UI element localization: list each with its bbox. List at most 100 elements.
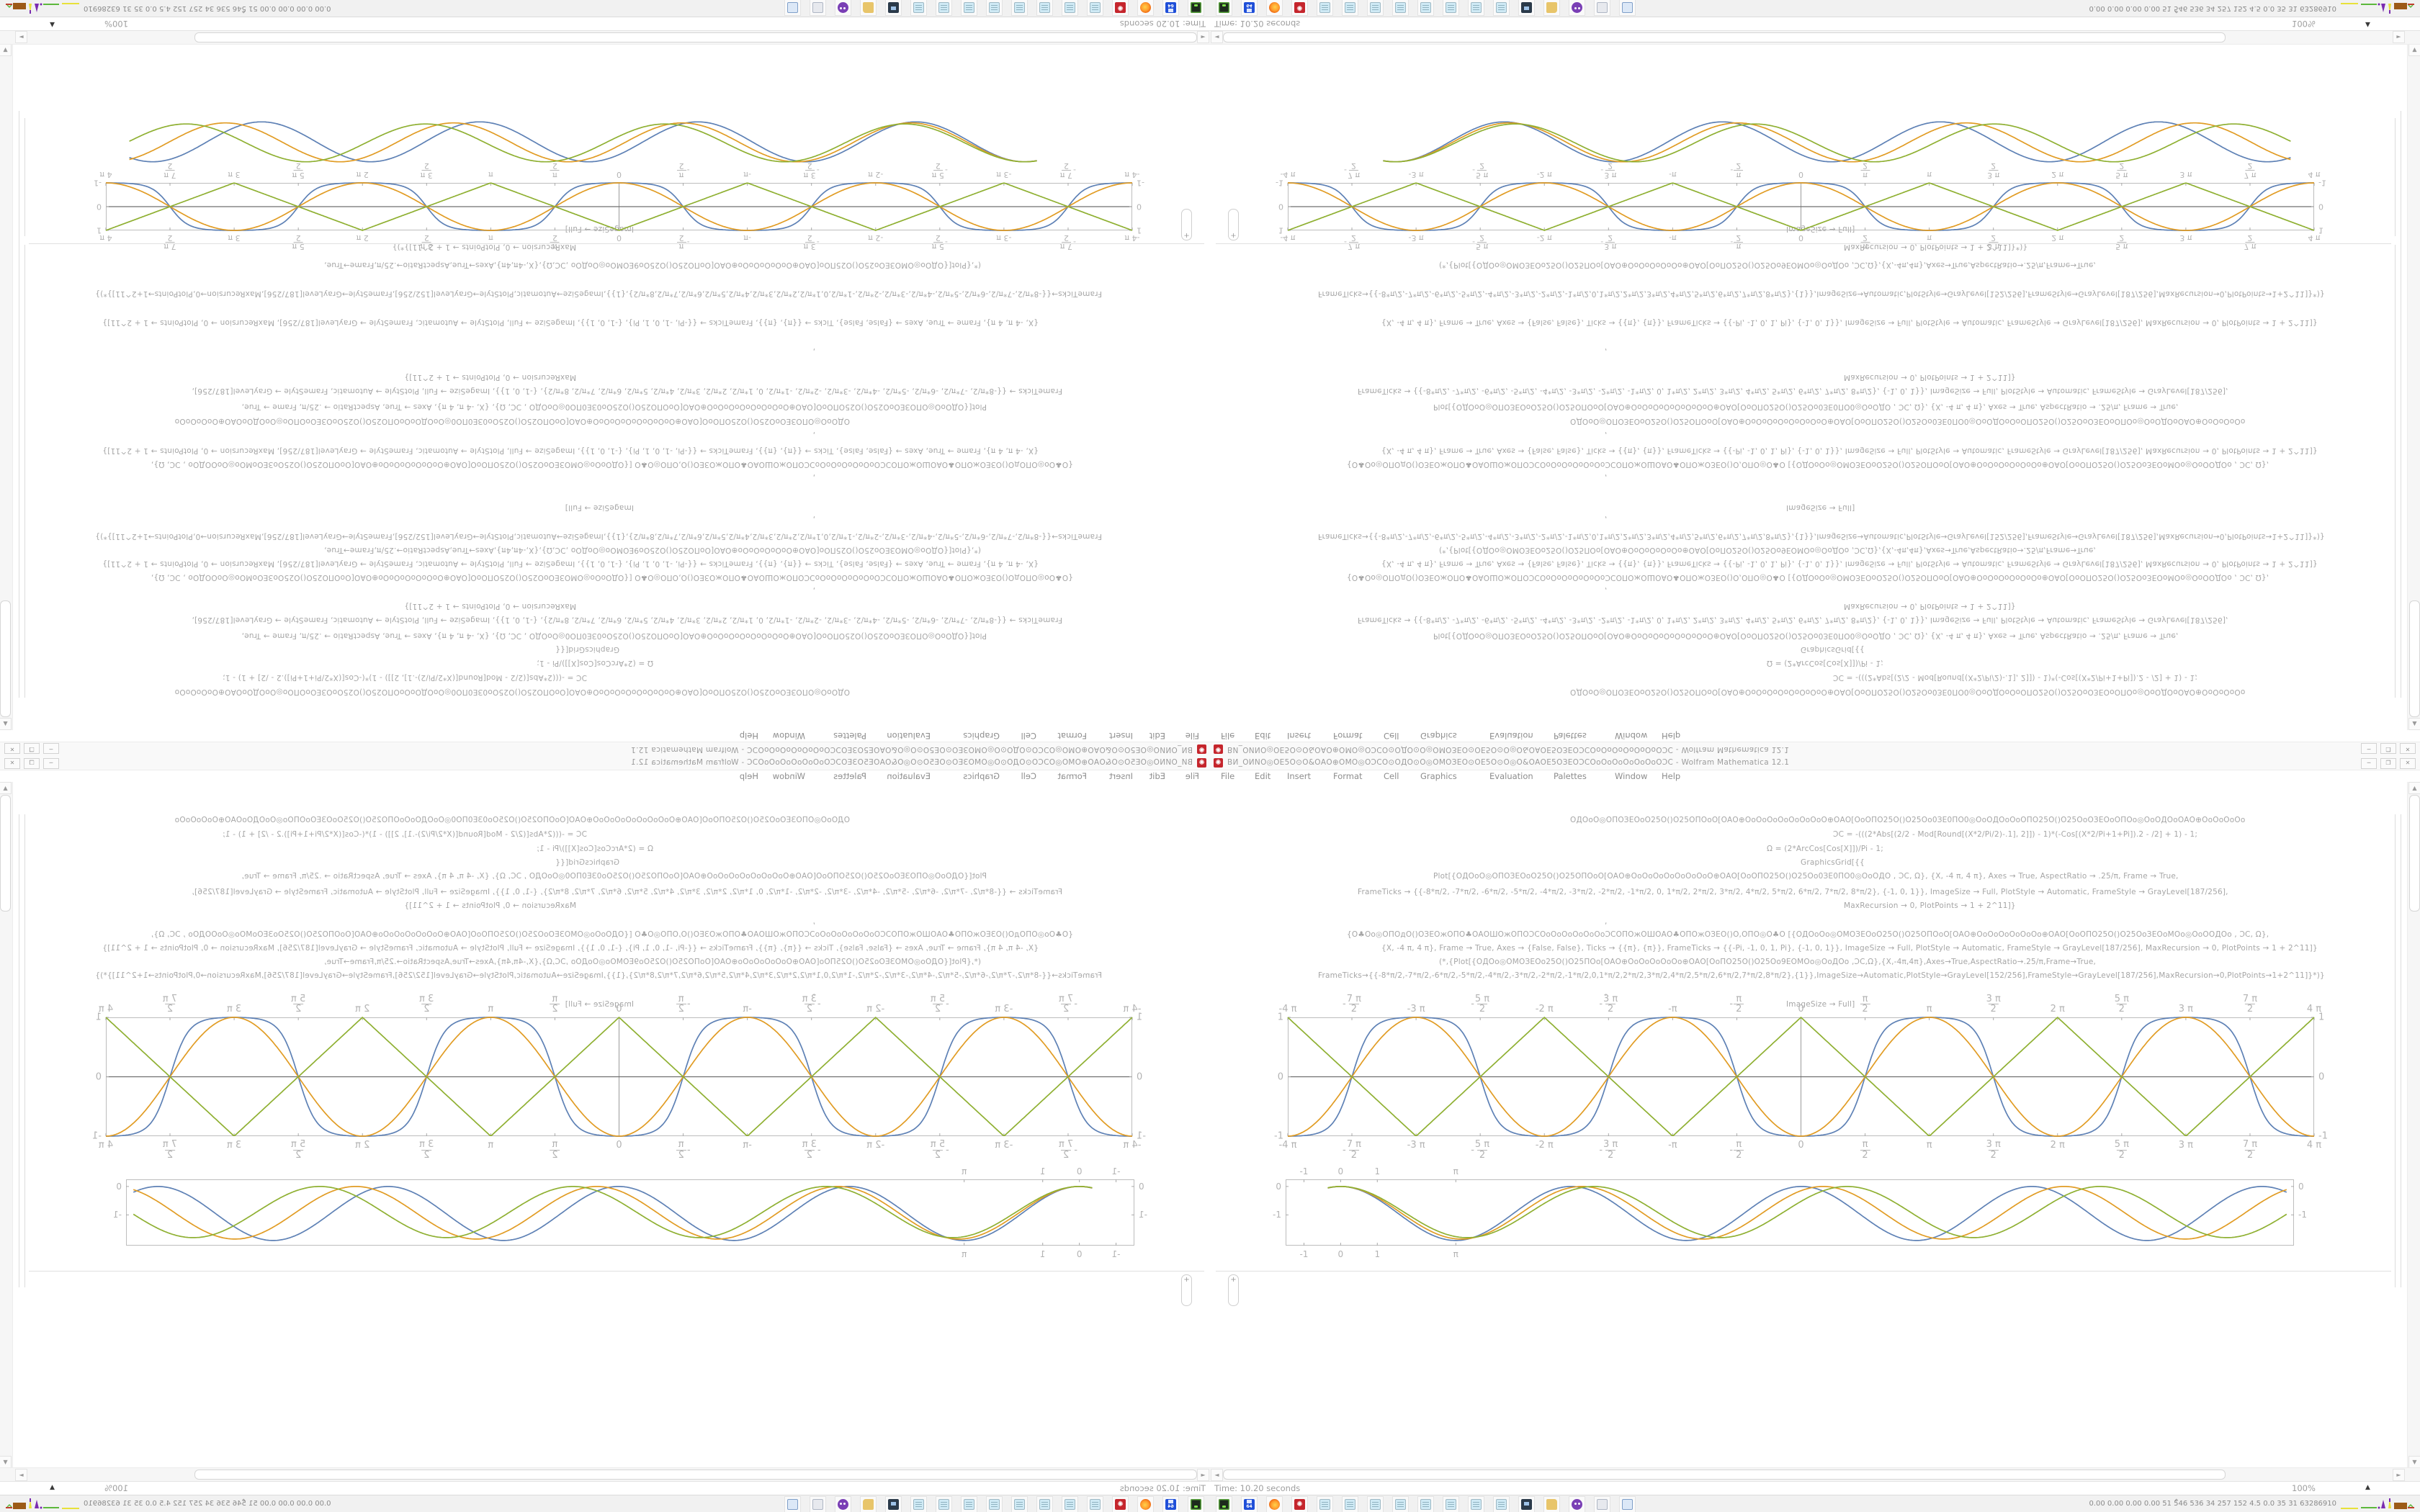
insert-cell-button[interactable]: + bbox=[1228, 1274, 1239, 1306]
taskbar-icon-notepad[interactable] bbox=[1342, 1496, 1358, 1512]
cell-bracket[interactable] bbox=[24, 985, 25, 1287]
taskbar-icon-floppy-64[interactable] bbox=[1241, 0, 1258, 16]
taskbar-icon-purple-app[interactable] bbox=[1569, 0, 1585, 16]
taskbar-icon-mathematica-red[interactable]: ✺ bbox=[1112, 0, 1129, 16]
menu-item-cell[interactable]: Cell bbox=[1021, 731, 1037, 741]
taskbar-icon-notepad[interactable] bbox=[1087, 0, 1103, 16]
taskbar-icon-notepad[interactable] bbox=[1317, 0, 1333, 16]
taskbar-icon-purple-app[interactable] bbox=[1569, 1496, 1585, 1512]
minimize-button[interactable]: ─ bbox=[43, 758, 59, 769]
taskbar-icon-monitor[interactable] bbox=[1518, 0, 1535, 16]
menu-item-help[interactable]: Help bbox=[1662, 731, 1681, 741]
menu-item-file[interactable]: File bbox=[1185, 771, 1199, 781]
taskbar-icon-notepad[interactable] bbox=[1062, 0, 1078, 16]
menu-item-help[interactable]: Help bbox=[739, 771, 758, 781]
menu-item-insert[interactable]: Insert bbox=[1109, 771, 1133, 781]
taskbar-icon-gray-doc[interactable] bbox=[1594, 0, 1610, 16]
zoom-level[interactable]: 100% bbox=[104, 1483, 128, 1493]
taskbar-icon-folder[interactable] bbox=[1543, 1496, 1560, 1512]
taskbar-icon-notepad[interactable] bbox=[936, 1496, 952, 1512]
taskbar-icon-notepad[interactable] bbox=[1468, 1496, 1484, 1512]
scroll-left-icon[interactable]: ◄ bbox=[1197, 31, 1209, 43]
scroll-down-icon[interactable]: ▼ bbox=[2408, 44, 2420, 56]
taskbar-icon-drive-green[interactable] bbox=[1188, 0, 1204, 16]
cell-bracket[interactable] bbox=[2395, 245, 2396, 511]
menu-item-graphics[interactable]: Graphics bbox=[1420, 771, 1457, 781]
menu-item-cell[interactable]: Cell bbox=[1384, 731, 1399, 741]
taskbar-icon-notepad[interactable] bbox=[1392, 1496, 1409, 1512]
menu-item-evaluation[interactable]: Evaluation bbox=[887, 771, 931, 781]
menu-item-format[interactable]: Format bbox=[1057, 771, 1087, 781]
taskbar-icon-notepad[interactable] bbox=[910, 1496, 927, 1512]
taskbar-icon-notepad[interactable] bbox=[1367, 1496, 1384, 1512]
scroll-right-icon[interactable]: ► bbox=[2393, 31, 2405, 43]
cell-bracket[interactable] bbox=[24, 245, 25, 511]
taskbar-icon-notepad[interactable] bbox=[1342, 0, 1358, 16]
horizontal-scrollbar[interactable]: ◄ ► bbox=[1210, 1467, 2420, 1481]
menu-item-graphics[interactable]: Graphics bbox=[963, 771, 1000, 781]
scroll-up-icon[interactable]: ▲ bbox=[2408, 718, 2420, 730]
cell-bracket[interactable] bbox=[24, 814, 25, 1005]
cell-insertion-divider[interactable] bbox=[1216, 243, 2391, 244]
menu-item-window[interactable]: Window bbox=[1615, 731, 1648, 741]
restore-button[interactable]: ❐ bbox=[24, 758, 40, 769]
taskbar-icon-mathematica-red[interactable]: ✺ bbox=[1291, 0, 1308, 16]
taskbar-icon-floppy-64[interactable] bbox=[1162, 0, 1179, 16]
vertical-scroll-thumb[interactable] bbox=[2409, 795, 2420, 912]
taskbar-icon-monitor[interactable] bbox=[885, 1496, 902, 1512]
menu-item-insert[interactable]: Insert bbox=[1287, 771, 1311, 781]
vertical-scrollbar[interactable]: ▲ ▼ bbox=[0, 44, 13, 730]
taskbar-icon-notepad[interactable] bbox=[986, 1496, 1003, 1512]
zoom-menu-arrow-icon[interactable]: ▲ bbox=[2365, 1484, 2370, 1491]
taskbar-icon-monitor[interactable] bbox=[1518, 1496, 1535, 1512]
restore-button[interactable]: ❐ bbox=[24, 743, 40, 754]
menu-item-insert[interactable]: Insert bbox=[1109, 731, 1133, 741]
zoom-level[interactable]: 100% bbox=[2292, 19, 2316, 29]
insert-cell-button[interactable]: + bbox=[1181, 1274, 1192, 1306]
menu-item-file[interactable]: File bbox=[1221, 731, 1235, 741]
close-button[interactable]: ✕ bbox=[2400, 743, 2416, 754]
scroll-left-icon[interactable]: ◄ bbox=[1211, 1469, 1223, 1481]
vertical-scroll-thumb[interactable] bbox=[2409, 600, 2420, 717]
menu-item-cell[interactable]: Cell bbox=[1021, 771, 1037, 781]
taskbar-icon-notepad[interactable] bbox=[1417, 1496, 1434, 1512]
taskbar-icon-notepad[interactable] bbox=[936, 0, 952, 16]
taskbar-icon-firefox[interactable] bbox=[1266, 0, 1283, 16]
zoom-menu-arrow-icon[interactable]: ▲ bbox=[50, 1484, 55, 1491]
menu-item-evaluation[interactable]: Evaluation bbox=[887, 731, 931, 741]
taskbar-icon-folder[interactable] bbox=[860, 0, 877, 16]
taskbar-icon-notepad[interactable] bbox=[1062, 1496, 1078, 1512]
menu-item-help[interactable]: Help bbox=[1662, 771, 1681, 781]
taskbar-icon-blue-doc[interactable] bbox=[784, 1496, 801, 1512]
taskbar-icon-mathematica-red[interactable]: ✺ bbox=[1112, 1496, 1129, 1512]
close-button[interactable]: ✕ bbox=[2400, 758, 2416, 769]
taskbar-icon-notepad[interactable] bbox=[1493, 1496, 1510, 1512]
taskbar-icon-notepad[interactable] bbox=[1417, 0, 1434, 16]
scroll-up-icon[interactable]: ▲ bbox=[0, 718, 12, 730]
taskbar-icon-notepad[interactable] bbox=[1367, 0, 1384, 16]
menu-item-palettes[interactable]: Palettes bbox=[1554, 771, 1587, 781]
scroll-up-icon[interactable]: ▲ bbox=[2408, 782, 2420, 794]
scroll-left-icon[interactable]: ◄ bbox=[1211, 31, 1223, 43]
taskbar-icon-notepad[interactable] bbox=[1011, 1496, 1028, 1512]
menu-item-window[interactable]: Window bbox=[1615, 771, 1648, 781]
menu-item-file[interactable]: File bbox=[1221, 771, 1235, 781]
menu-item-palettes[interactable]: Palettes bbox=[1554, 731, 1587, 741]
window-titlebar[interactable]: ✺ ВИ_ОИNО◎ОЕ5О⊙О&ОАО⊕ОМО◎ОƆСО⊙ОДО⊙О◎ОМОЗ… bbox=[0, 742, 1210, 756]
menu-item-cell[interactable]: Cell bbox=[1384, 771, 1399, 781]
restore-button[interactable]: ❐ bbox=[2380, 743, 2396, 754]
menu-item-format[interactable]: Format bbox=[1333, 731, 1363, 741]
restore-button[interactable]: ❐ bbox=[2380, 758, 2396, 769]
taskbar-icon-notepad[interactable] bbox=[1087, 1496, 1103, 1512]
horizontal-scroll-thumb[interactable] bbox=[194, 1470, 1197, 1480]
taskbar-icon-floppy-64[interactable] bbox=[1162, 1496, 1179, 1512]
insert-cell-button[interactable]: + bbox=[1181, 209, 1192, 240]
vertical-scrollbar[interactable]: ▲ ▼ bbox=[0, 782, 13, 1468]
cell-insertion-divider[interactable] bbox=[1216, 1271, 2391, 1272]
vertical-scrollbar[interactable]: ▲ ▼ bbox=[2407, 782, 2420, 1468]
taskbar-icon-blue-doc[interactable] bbox=[1619, 0, 1636, 16]
cell-bracket[interactable] bbox=[24, 507, 25, 698]
menu-item-graphics[interactable]: Graphics bbox=[1420, 731, 1457, 741]
minimize-button[interactable]: ─ bbox=[2361, 758, 2377, 769]
taskbar-icon-folder[interactable] bbox=[860, 1496, 877, 1512]
